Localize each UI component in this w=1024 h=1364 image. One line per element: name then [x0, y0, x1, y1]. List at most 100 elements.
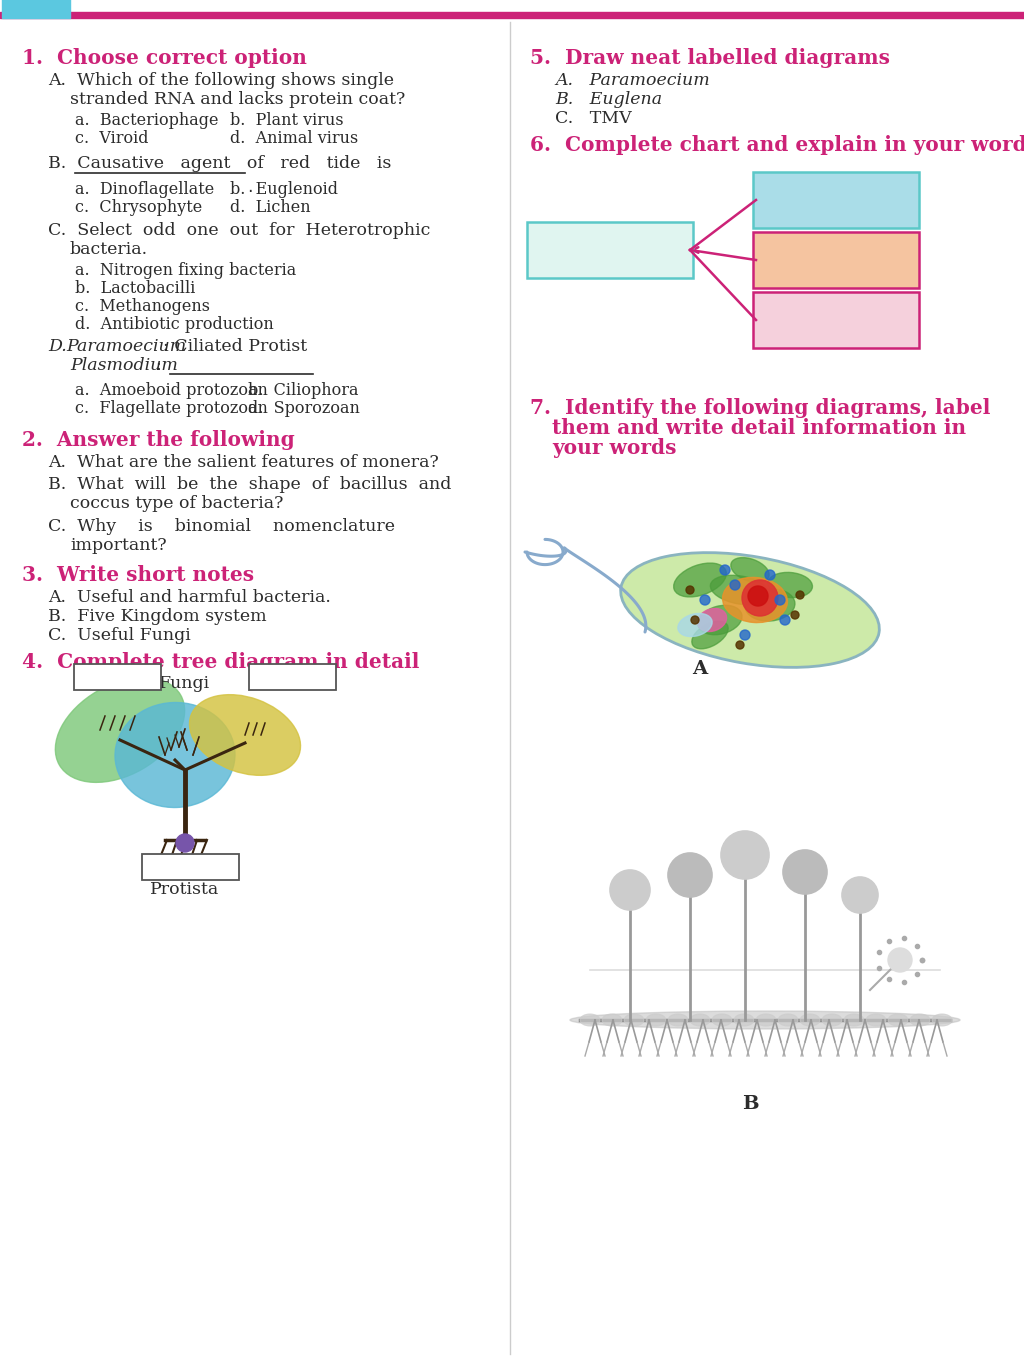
Bar: [2, 0, 70, 18]
Ellipse shape: [768, 573, 812, 597]
Ellipse shape: [932, 1013, 952, 1026]
Text: d.  Antibiotic production: d. Antibiotic production: [75, 316, 273, 333]
Text: important?: important?: [70, 537, 167, 554]
Text: 5.  Draw neat labelled diagrams: 5. Draw neat labelled diagrams: [530, 48, 890, 68]
Text: Fungi: Fungi: [160, 675, 211, 692]
FancyBboxPatch shape: [753, 292, 919, 348]
Text: Animals: Animals: [798, 254, 873, 270]
FancyBboxPatch shape: [142, 854, 239, 880]
Ellipse shape: [189, 694, 300, 775]
Ellipse shape: [698, 606, 742, 634]
Circle shape: [736, 641, 744, 649]
Text: b.  Plant virus: b. Plant virus: [230, 112, 344, 130]
Text: d.  Sporozoan: d. Sporozoan: [248, 400, 359, 417]
Ellipse shape: [646, 1013, 666, 1026]
Circle shape: [740, 630, 750, 640]
Text: c.  Viroid: c. Viroid: [75, 130, 148, 147]
Ellipse shape: [711, 576, 770, 604]
Text: your words: your words: [552, 438, 677, 458]
Text: D.: D.: [48, 338, 67, 355]
Text: B.   Euglena: B. Euglena: [555, 91, 663, 108]
Circle shape: [700, 595, 710, 606]
Ellipse shape: [712, 1013, 732, 1026]
Circle shape: [888, 948, 912, 973]
Text: bacteria.: bacteria.: [70, 241, 148, 258]
FancyBboxPatch shape: [753, 232, 919, 288]
Circle shape: [783, 850, 827, 893]
Circle shape: [791, 611, 799, 619]
Ellipse shape: [602, 1013, 622, 1026]
Text: them and write detail information in: them and write detail information in: [552, 417, 966, 438]
Text: a.  Amoeboid protozoan: a. Amoeboid protozoan: [75, 382, 268, 400]
Text: 4.  Complete tree diagram in detail: 4. Complete tree diagram in detail: [22, 652, 420, 672]
Text: a.  Dinoflagellate: a. Dinoflagellate: [75, 181, 214, 198]
Text: A: A: [692, 660, 708, 678]
Circle shape: [796, 591, 804, 599]
Ellipse shape: [692, 621, 728, 649]
Text: : Ciliated Protist: : Ciliated Protist: [163, 338, 307, 355]
Ellipse shape: [697, 608, 727, 632]
Text: c.  Methanogens: c. Methanogens: [75, 297, 210, 315]
FancyBboxPatch shape: [249, 664, 336, 690]
Circle shape: [668, 852, 712, 898]
Text: A.  Which of the following shows single: A. Which of the following shows single: [48, 72, 394, 89]
Circle shape: [176, 833, 194, 852]
Text: c.  Flagellate protozoan: c. Flagellate protozoan: [75, 400, 268, 417]
Text: B.  What  will  be  the  shape  of  bacillus  and: B. What will be the shape of bacillus an…: [48, 476, 452, 492]
Ellipse shape: [731, 558, 769, 582]
Bar: [0, 12, 1024, 18]
Text: coccus type of bacteria?: coccus type of bacteria?: [70, 495, 284, 512]
Text: Protista: Protista: [151, 881, 219, 898]
FancyBboxPatch shape: [74, 664, 161, 690]
Circle shape: [730, 580, 740, 591]
Circle shape: [775, 595, 785, 606]
Text: a.  Nitrogen fixing bacteria: a. Nitrogen fixing bacteria: [75, 262, 296, 280]
Text: b.  Ciliophora: b. Ciliophora: [248, 382, 358, 400]
Ellipse shape: [678, 614, 712, 637]
Text: a.  Bacteriophage: a. Bacteriophage: [75, 112, 218, 130]
Text: C.   TMV: C. TMV: [555, 110, 632, 127]
Ellipse shape: [866, 1013, 886, 1026]
Ellipse shape: [55, 678, 184, 783]
FancyBboxPatch shape: [527, 222, 693, 278]
Ellipse shape: [668, 1013, 688, 1026]
Text: b.  Euglenoid: b. Euglenoid: [230, 181, 338, 198]
Text: Types of Viruses: Types of Viruses: [535, 244, 685, 261]
Circle shape: [748, 587, 768, 606]
Text: C.  Why    is    binomial    nomenclature: C. Why is binomial nomenclature: [48, 518, 395, 535]
Text: 7.  Identify the following diagrams, label: 7. Identify the following diagrams, labe…: [530, 398, 990, 417]
Ellipse shape: [674, 563, 726, 597]
Text: 6.  Complete chart and explain in your word: 6. Complete chart and explain in your wo…: [530, 135, 1024, 155]
Text: d.  Lichen: d. Lichen: [230, 199, 310, 216]
Ellipse shape: [734, 1013, 754, 1026]
Circle shape: [721, 831, 769, 878]
Text: 1.  Choose correct option: 1. Choose correct option: [22, 48, 307, 68]
Text: A.  What are the salient features of monera?: A. What are the salient features of mone…: [48, 454, 438, 471]
Ellipse shape: [844, 1013, 864, 1026]
Text: b.  Lactobacilli: b. Lactobacilli: [75, 280, 196, 297]
Ellipse shape: [624, 1013, 644, 1026]
Circle shape: [842, 877, 878, 913]
Text: A.   Paramoecium: A. Paramoecium: [555, 72, 710, 89]
Text: Plasmodium: Plasmodium: [70, 357, 178, 374]
Text: :: :: [156, 357, 173, 374]
Text: stranded RNA and lacks protein coat?: stranded RNA and lacks protein coat?: [70, 91, 406, 108]
Text: A.  Useful and harmful bacteria.: A. Useful and harmful bacteria.: [48, 589, 331, 606]
Text: C.  Useful Fungi: C. Useful Fungi: [48, 627, 190, 644]
Ellipse shape: [778, 1013, 798, 1026]
Ellipse shape: [723, 577, 787, 622]
Ellipse shape: [822, 1013, 842, 1026]
Circle shape: [691, 617, 699, 623]
Text: C.  Select  odd  one  out  for  Heterotrophic: C. Select odd one out for Heterotrophic: [48, 222, 430, 239]
Text: B: B: [741, 1095, 759, 1113]
Text: Paramoecium: Paramoecium: [66, 338, 186, 355]
Ellipse shape: [800, 1013, 820, 1026]
Ellipse shape: [690, 1013, 710, 1026]
Circle shape: [720, 565, 730, 576]
Ellipse shape: [910, 1013, 930, 1026]
Text: .: .: [247, 177, 253, 196]
Ellipse shape: [756, 1013, 776, 1026]
Ellipse shape: [888, 1013, 908, 1026]
Text: 2.  Answer the following: 2. Answer the following: [22, 430, 295, 450]
Circle shape: [610, 870, 650, 910]
